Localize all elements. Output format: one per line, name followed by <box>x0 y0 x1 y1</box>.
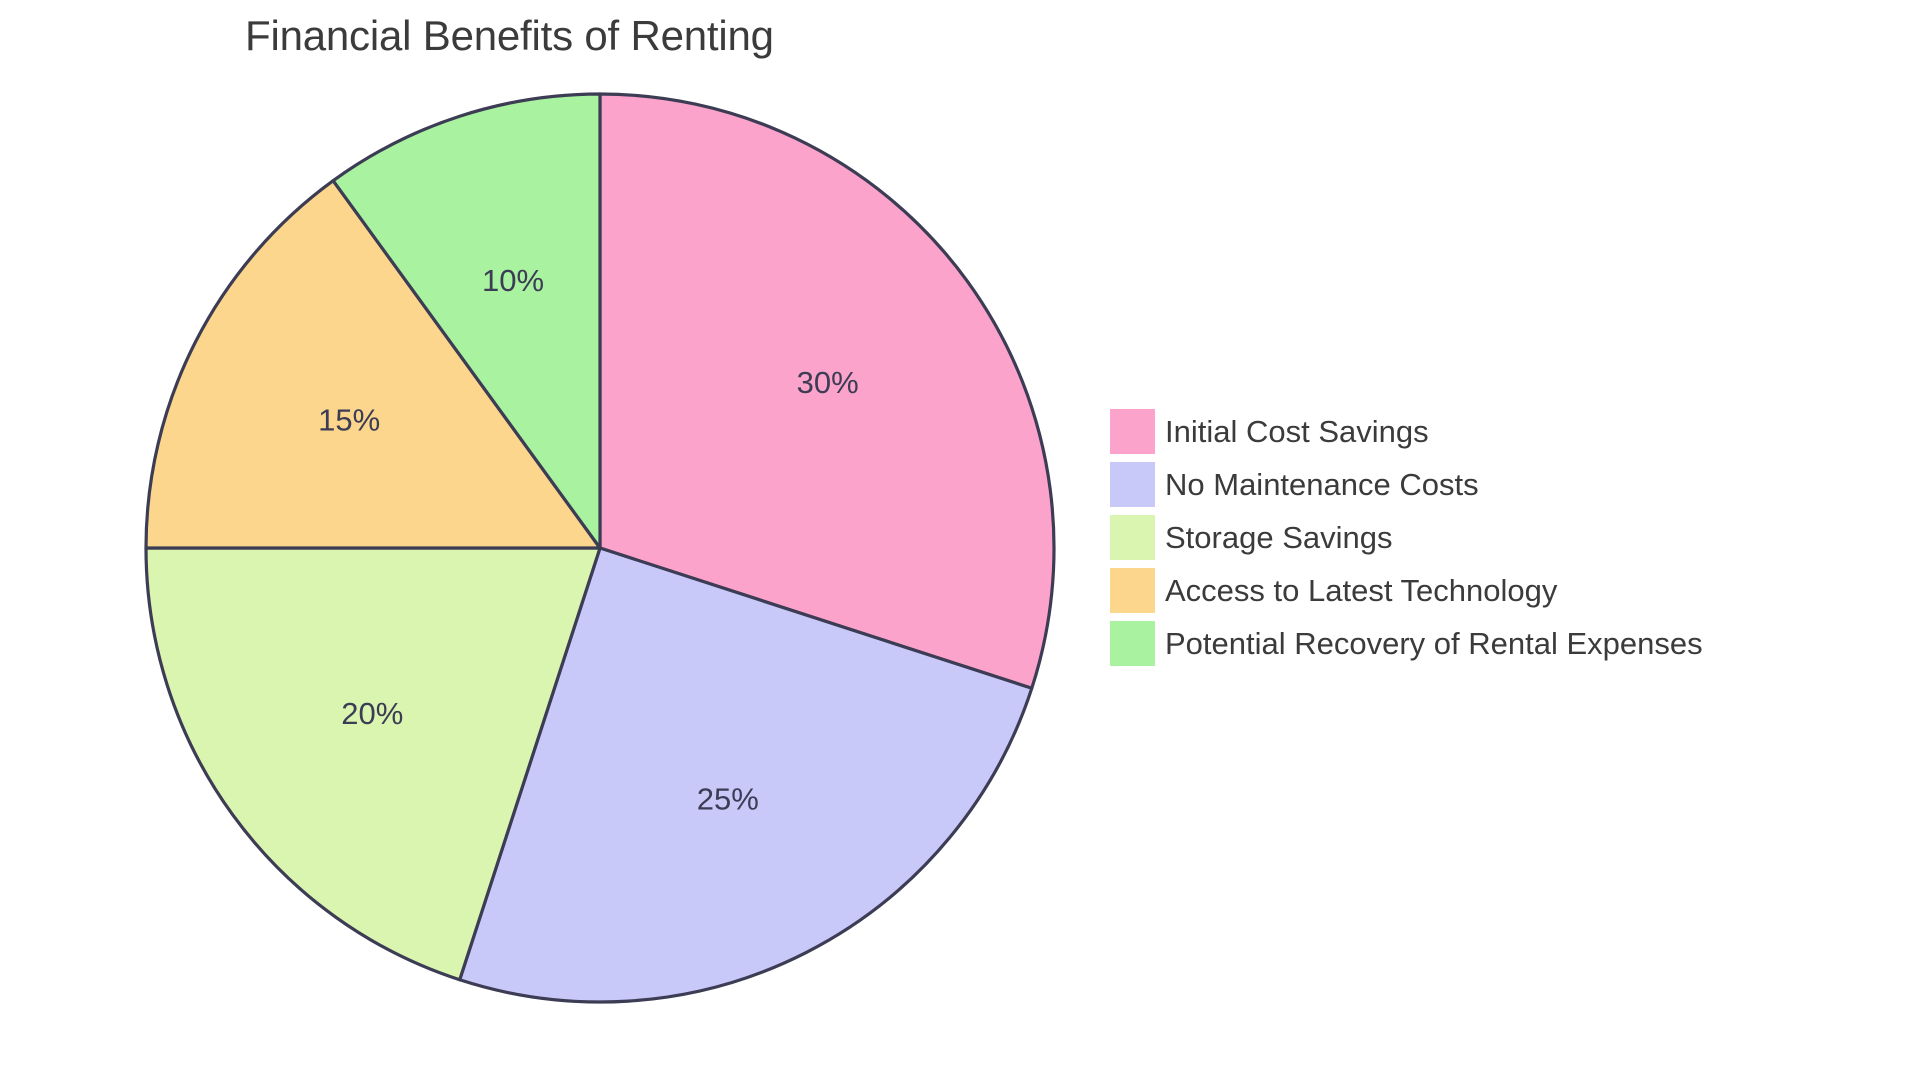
legend-item-label: Potential Recovery of Rental Expenses <box>1165 626 1703 661</box>
legend-item[interactable]: Initial Cost Savings <box>1110 405 1703 458</box>
legend-item-label: No Maintenance Costs <box>1165 467 1479 502</box>
pie-slice-value-label: 10% <box>482 263 544 298</box>
chart-legend: Initial Cost Savings No Maintenance Costs… <box>1110 405 1703 670</box>
pie-slice[interactable] <box>144 546 602 982</box>
pie-slice[interactable] <box>598 92 1056 690</box>
legend-color-swatch <box>1110 515 1155 560</box>
legend-item-label: Access to Latest Technology <box>1165 573 1558 608</box>
pie-slice-value-label: 20% <box>341 696 403 731</box>
legend-item-label: Initial Cost Savings <box>1165 414 1429 449</box>
legend-color-swatch <box>1110 462 1155 507</box>
pie-slice[interactable] <box>458 546 1034 1004</box>
legend-item-label: Storage Savings <box>1165 520 1393 555</box>
pie-value-labels-group: 30% 25% 20% 15% 10% <box>318 263 859 817</box>
legend-item[interactable]: Potential Recovery of Rental Expenses <box>1110 617 1703 670</box>
legend-item[interactable]: Access to Latest Technology <box>1110 564 1703 617</box>
page-title: Financial Benefits of Renting <box>245 12 774 59</box>
pie-slice-value-label: 25% <box>697 781 759 816</box>
pie-slice[interactable] <box>331 92 602 550</box>
legend-color-swatch <box>1110 409 1155 454</box>
pie-slice[interactable] <box>144 179 602 550</box>
legend-color-swatch <box>1110 621 1155 666</box>
legend-item[interactable]: No Maintenance Costs <box>1110 458 1703 511</box>
pie-slice-value-label: 15% <box>318 403 380 438</box>
pie-slice-value-label: 30% <box>797 365 859 400</box>
legend-color-swatch <box>1110 568 1155 613</box>
pie-slices-group <box>144 92 1056 1004</box>
legend-item[interactable]: Storage Savings <box>1110 511 1703 564</box>
